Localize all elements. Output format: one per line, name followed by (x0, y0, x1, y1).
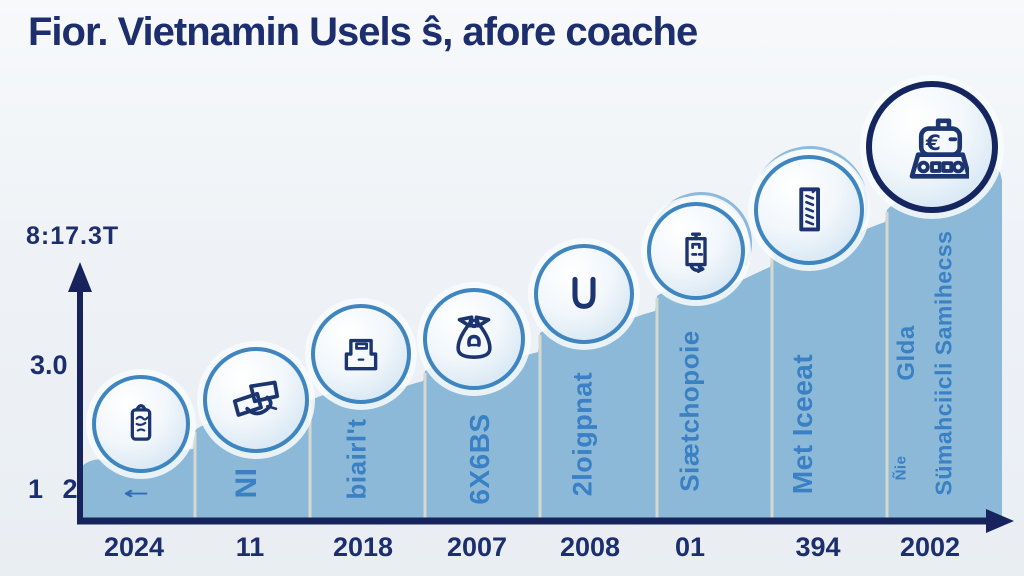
icon-badge-8: € (866, 81, 998, 213)
y-axis-label-bottom: 1 2 (28, 474, 84, 504)
icon-badge-7 (754, 155, 864, 265)
icon-badge-5 (534, 244, 634, 344)
bar-label-4: 6X6BS (464, 413, 495, 505)
x-axis-label-4: 2007 (446, 532, 508, 562)
y-axis-label-top: 8:17.3T (26, 222, 120, 250)
svg-text:€: € (925, 131, 941, 156)
card-reader-icon (344, 338, 378, 371)
money-bag-icon (456, 315, 492, 359)
bar-label-8-main: Sümahciicli Samihecss (930, 230, 957, 496)
chart-title: Fior. Vietnamin Usels ŝ, afore coache (28, 10, 698, 54)
receipt-icon (799, 187, 820, 232)
tag-arrow-icon (685, 232, 707, 273)
bar-label-2: NI (230, 467, 263, 499)
icon-badge-1 (92, 375, 190, 473)
icon-badge-3 (311, 304, 411, 404)
bar-label-8-secondary: Glda (893, 325, 920, 381)
x-axis-label-5: 2008 (559, 532, 621, 562)
bar-label-3: biairl't (341, 418, 372, 500)
icon-badge-6 (647, 202, 745, 300)
segment-dividers (193, 212, 889, 519)
x-axis (77, 509, 1014, 533)
bar-label-6: Siætchopoie (674, 330, 705, 492)
bar-label-1: ← (123, 484, 149, 504)
x-axis-label-2: 11 (235, 532, 265, 562)
y-axis (68, 262, 92, 521)
x-axis-label-7: 394 (795, 532, 841, 562)
icon-badge-4 (423, 288, 525, 390)
price-tag-icon (130, 404, 152, 441)
cash-register-icon: € (909, 118, 969, 179)
bar-label-8-small: Ñie (892, 455, 910, 481)
money-exchange-icon (232, 380, 280, 417)
bar-label-5: 2loigpnat (567, 371, 598, 497)
x-axis-label-6: 01 (674, 532, 706, 562)
icon-badge-2 (203, 347, 309, 453)
x-axis-label-3: 2018 (332, 532, 394, 562)
x-axis-label-1: 2024 (103, 532, 165, 562)
bar-label-7: Met Iceeat (787, 353, 818, 495)
y-axis-label-mid: 3.0 (30, 350, 68, 380)
x-axis-label-8: 2002 (899, 532, 961, 562)
letter-u-icon (572, 276, 596, 309)
